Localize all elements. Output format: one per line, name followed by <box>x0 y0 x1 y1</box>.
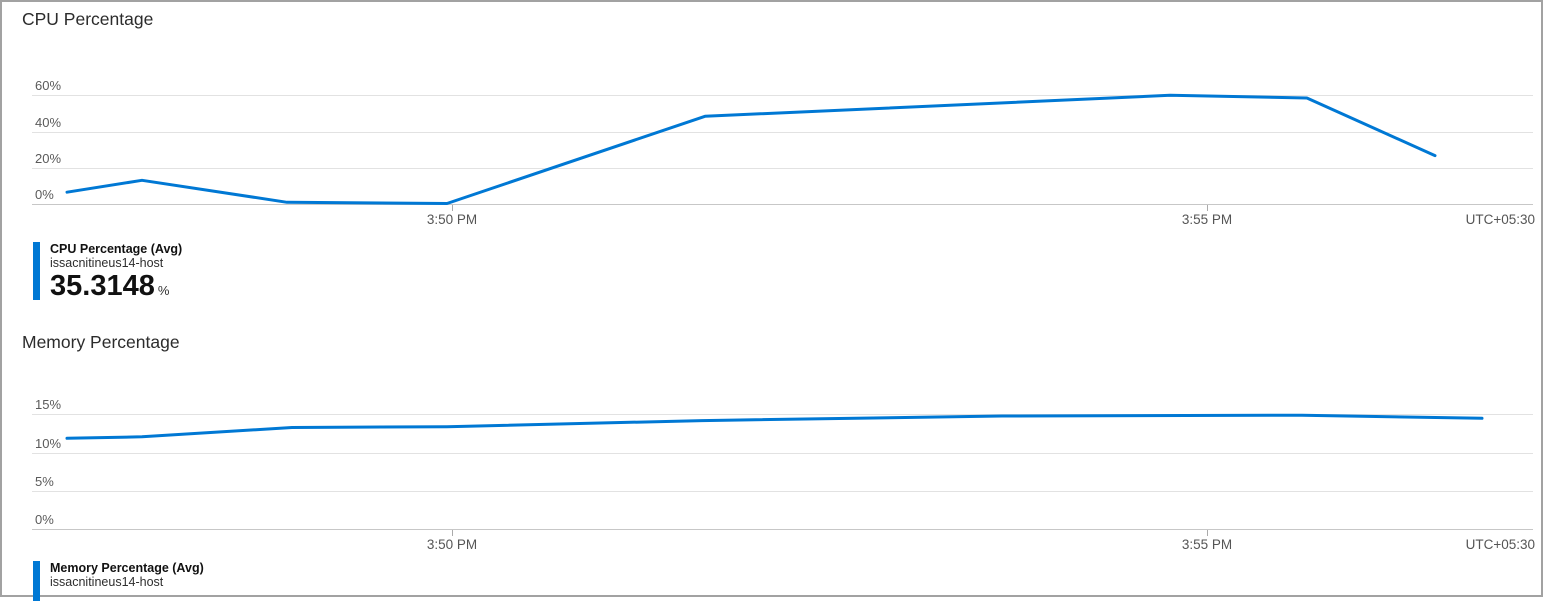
y-gridline <box>32 453 1533 454</box>
cpu-legend-item[interactable]: CPU Percentage (Avg) issacnitineus14-hos… <box>33 242 1541 301</box>
x-tick <box>451 530 453 536</box>
y-gridline <box>32 491 1533 492</box>
cpu-timezone-label: UTC+05:30 <box>1465 212 1535 227</box>
memory-legend-series-name: Memory Percentage (Avg) <box>50 561 204 575</box>
y-gridline <box>32 204 1533 205</box>
x-tick <box>451 205 453 211</box>
cpu-legend-avg-unit: % <box>157 283 170 298</box>
y-axis-label: 40% <box>35 115 62 130</box>
y-axis-label: 0% <box>35 187 54 202</box>
series-line-canvas <box>65 413 1484 440</box>
memory-legend-resource-name: issacnitineus14-host <box>50 575 164 589</box>
cpu-legend-avg-value: 35.3148 % <box>50 271 182 301</box>
memory-chart-plot[interactable]: 0% 5% 10% 15% <box>32 397 1533 530</box>
y-gridline <box>32 529 1533 530</box>
memory-legend-text: Memory Percentage (Avg) issacnitineus14-… <box>50 561 204 601</box>
memory-chart-section: Memory Percentage 0% 5% 10% 15% UTC+05:30 3… <box>2 331 1541 601</box>
y-gridline <box>32 132 1533 133</box>
cpu-chart-section: CPU Percentage 0% 20% 40% 60% UTC+05:30 3:5… <box>2 8 1541 301</box>
x-tick-label: 3:50 PM <box>426 537 478 552</box>
memory-chart-title: Memory Percentage <box>22 332 180 352</box>
memory-legend-item[interactable]: Memory Percentage (Avg) issacnitineus14-… <box>33 561 1541 601</box>
cpu-legend-series-name: CPU Percentage (Avg) <box>50 242 183 256</box>
series-line <box>65 93 1437 205</box>
y-gridline <box>32 168 1533 169</box>
cpu-legend-resource-name: issacnitineus14-host <box>50 256 164 270</box>
cpu-legend-text: CPU Percentage (Avg) issacnitineus14-hos… <box>50 242 182 301</box>
memory-timezone-label: UTC+05:30 <box>1465 537 1535 552</box>
cpu-legend-avg-number: 35.3148 <box>50 270 155 302</box>
x-tick-label: 3:55 PM <box>1181 212 1233 227</box>
y-axis-label: 5% <box>35 474 54 489</box>
series-line <box>65 413 1484 440</box>
y-axis-label: 60% <box>35 78 62 93</box>
x-tick-label: 3:50 PM <box>426 212 478 227</box>
y-gridline <box>32 414 1533 415</box>
x-tick <box>1206 530 1208 536</box>
series-line-canvas <box>65 93 1437 205</box>
y-axis-label: 10% <box>35 436 62 451</box>
y-gridline <box>32 95 1533 96</box>
cpu-chart-x-axis: UTC+05:30 3:50 PM 3:55 PM <box>32 205 1535 231</box>
y-axis-label: 20% <box>35 151 62 166</box>
x-tick-label: 3:55 PM <box>1181 537 1233 552</box>
y-axis-label: 15% <box>35 397 62 412</box>
x-tick <box>1206 205 1208 211</box>
memory-chart-x-axis: UTC+05:30 3:50 PM 3:55 PM <box>32 530 1535 556</box>
cpu-chart-plot[interactable]: 0% 20% 40% 60% <box>32 77 1533 205</box>
cpu-chart-title: CPU Percentage <box>22 9 154 29</box>
cpu-legend-color-bar <box>33 242 40 300</box>
memory-legend-color-bar <box>33 561 40 601</box>
y-axis-label: 0% <box>35 512 54 527</box>
